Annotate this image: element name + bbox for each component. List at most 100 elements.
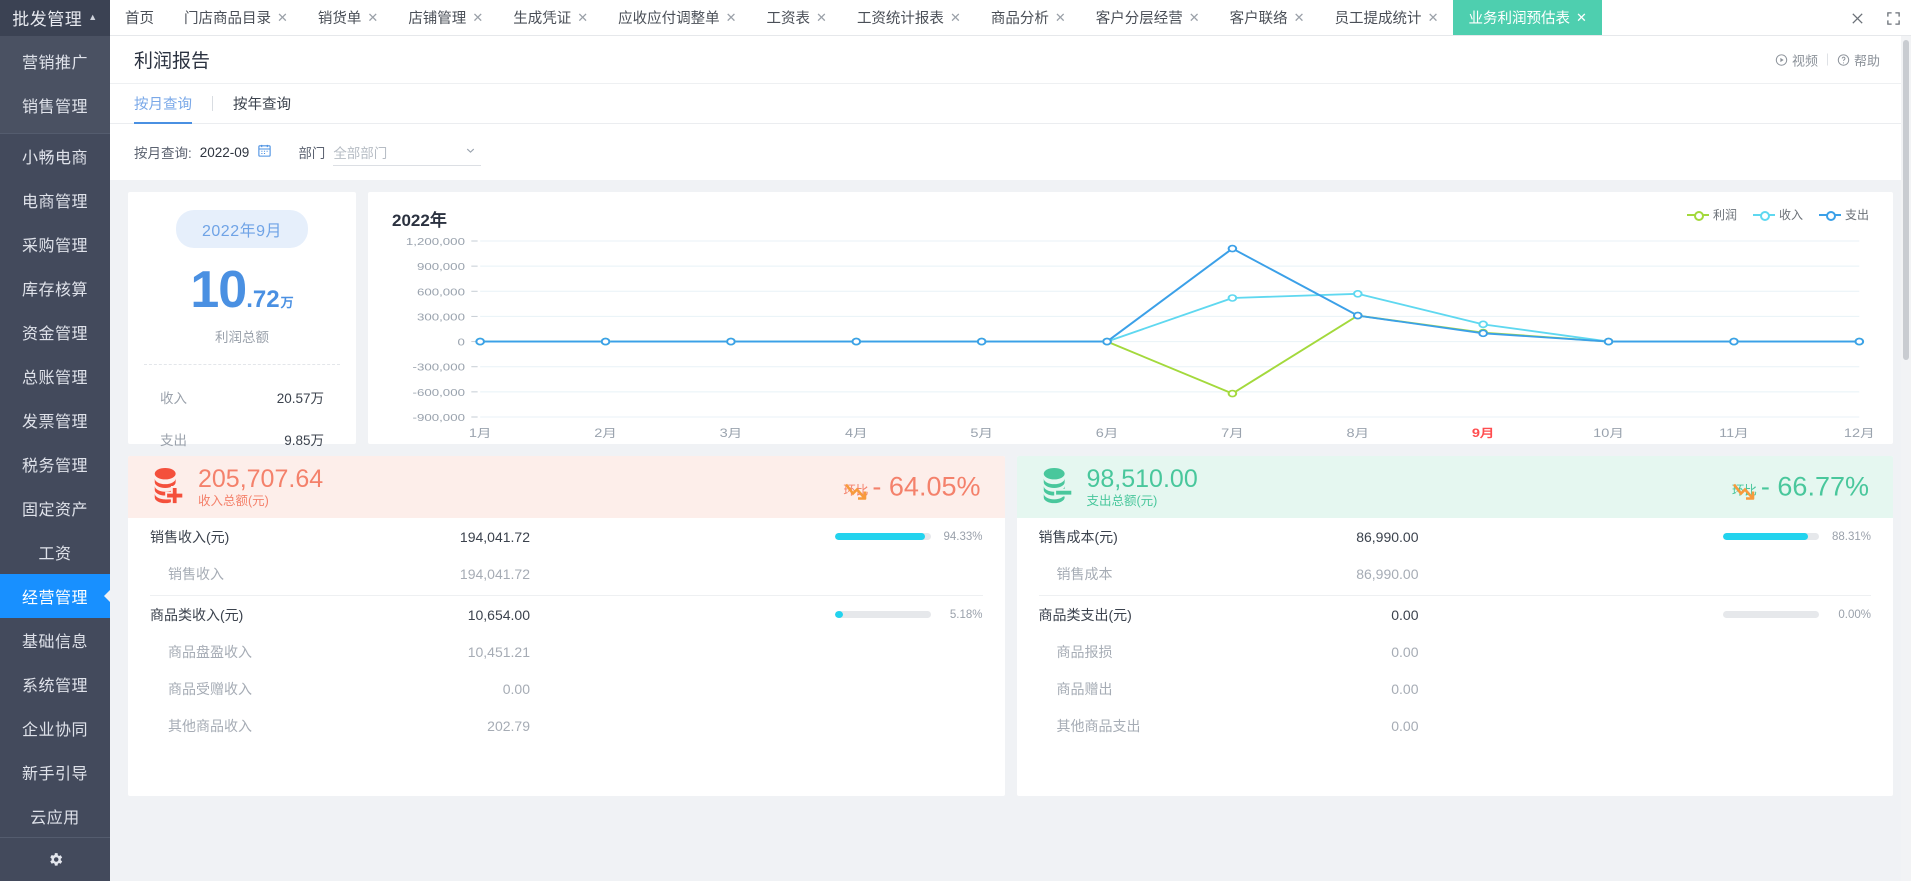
tab-11[interactable]: 员工提成统计 ✕ <box>1320 0 1454 35</box>
sidebar-header[interactable]: 批发管理 ▲ <box>0 0 110 36</box>
sidebar-item-1[interactable]: 电商管理 <box>0 178 110 222</box>
period-badge: 2022年9月 <box>176 210 308 248</box>
calendar-icon[interactable] <box>257 143 272 161</box>
sidebar-item-label: 固定资产 <box>21 501 88 519</box>
tab-7[interactable]: 工资统计报表 ✕ <box>842 0 976 35</box>
sidebar-item-label: 库存核算 <box>21 281 88 299</box>
sidebar-item-0[interactable]: 小畅电商 <box>0 134 110 178</box>
tab-label: 门店商品目录 <box>184 11 271 27</box>
legend-item-0[interactable]: 利润 <box>1686 206 1737 223</box>
tab-close-icon[interactable]: ✕ <box>277 9 288 25</box>
scrollbar-thumb[interactable] <box>1903 40 1909 360</box>
tab-label: 业务利润预估表 <box>1468 11 1570 27</box>
sidebar-item-10[interactable]: 经营管理 <box>0 573 110 618</box>
tab-0[interactable]: 首页 <box>110 0 169 35</box>
detail-row-value: 0.00 <box>1391 680 1419 697</box>
detail-row-value: 194,041.72 <box>459 528 530 545</box>
svg-text:3月: 3月 <box>720 426 743 439</box>
tab-12[interactable]: 业务利润预估表 ✕ <box>1453 0 1602 35</box>
svg-text:8月: 8月 <box>1346 426 1369 439</box>
detail-row-label: 商品受赠收入 <box>168 680 252 697</box>
tab-close-icon[interactable]: ✕ <box>1188 9 1200 25</box>
detail-row: 205,707.64 收入总额(元) 环比 - 64.05% 销售收入(元) 19… <box>128 456 1893 796</box>
sidebar-item-14[interactable]: 新手引导 <box>0 750 110 794</box>
detail-row-value: 0.00 <box>1391 717 1419 734</box>
svg-text:10月: 10月 <box>1593 426 1624 439</box>
tab-2[interactable]: 销货单 ✕ <box>303 0 393 35</box>
income-delta: 环比 - 64.05% <box>843 472 980 503</box>
sidebar-item-13[interactable]: 企业协同 <box>0 706 110 750</box>
tab-close-icon[interactable]: ✕ <box>1575 9 1587 25</box>
tab-close-icon[interactable]: ✕ <box>577 9 589 25</box>
legend-label: 支出 <box>1844 208 1869 222</box>
sidebar-item-6[interactable]: 发票管理 <box>0 398 110 442</box>
sidebar-item-11[interactable]: 基础信息 <box>0 618 110 662</box>
fullscreen-icon[interactable] <box>1875 0 1911 36</box>
tab-5[interactable]: 应收应付调整单 ✕ <box>603 0 751 35</box>
summary-row: 2022年9月 10 .72 万 利润总额 收入 20.57万 支出 9.85万 <box>128 192 1893 448</box>
expense-detail-card: 98,510.00 支出总额(元) 环比 - 66.77% 销售成本(元) 86,… <box>1016 456 1893 796</box>
svg-text:1,200,000: 1,200,000 <box>406 235 465 247</box>
sidebar-item-4[interactable]: 资金管理 <box>0 310 110 354</box>
sidebar-item-5[interactable]: 总账管理 <box>0 354 110 398</box>
sidebar-item-label: 电商管理 <box>21 193 88 211</box>
sidebar-item-12[interactable]: 系统管理 <box>0 662 110 706</box>
video-button[interactable]: 视频 <box>1766 50 1827 69</box>
sidebar-item-15[interactable]: 云应用 <box>0 794 110 837</box>
sidebar-item-2[interactable]: 采购管理 <box>0 222 110 266</box>
tab-monthly-query[interactable]: 按月查询 <box>134 84 206 124</box>
sidebar-item-marketing[interactable]: 营销推广 <box>0 39 110 83</box>
sidebar-item-label: 基础信息 <box>21 633 88 651</box>
dept-select-placeholder: 全部部门 <box>333 145 388 161</box>
legend-item-1[interactable]: 收入 <box>1752 206 1803 223</box>
svg-text:5月: 5月 <box>970 426 993 439</box>
tab-1[interactable]: 门店商品目录 ✕ <box>169 0 303 35</box>
progress-fill <box>834 533 926 540</box>
kpi-row-label: 支出 <box>160 433 187 448</box>
detail-row-progress: 88.31% <box>1419 531 1871 543</box>
sidebar-settings-button[interactable] <box>0 837 110 881</box>
query-mode-tabs: 按月查询 按年查询 <box>110 84 1911 124</box>
tab-9[interactable]: 客户分层经营 ✕ <box>1081 0 1215 35</box>
tab-close-icon[interactable]: ✕ <box>1293 9 1305 25</box>
sidebar-item-label: 发票管理 <box>21 413 88 431</box>
detail-row-label: 其他商品收入 <box>168 717 252 734</box>
detail-row-progress: 5.18% <box>530 609 983 621</box>
dept-filter: 部门 全部部门 <box>298 138 482 166</box>
tab-8[interactable]: 商品分析 ✕ <box>976 0 1081 35</box>
tab-close-icon[interactable]: ✕ <box>949 9 961 25</box>
vertical-scrollbar[interactable] <box>1901 36 1911 881</box>
sidebar-item-8[interactable]: 固定资产 <box>0 486 110 530</box>
dept-select[interactable]: 全部部门 <box>333 138 482 166</box>
chart-title: 2022年 <box>392 211 447 230</box>
sidebar-item-3[interactable]: 库存核算 <box>0 266 110 310</box>
sidebar-item-label: 系统管理 <box>21 677 88 695</box>
tab-4[interactable]: 生成凭证 ✕ <box>498 0 603 35</box>
tab-3[interactable]: 店铺管理 ✕ <box>393 0 498 35</box>
tab-close-icon[interactable]: ✕ <box>472 9 484 25</box>
month-filter[interactable]: 按月查询: 2022-09 <box>134 142 272 162</box>
svg-text:600,000: 600,000 <box>417 286 465 298</box>
progress-bar <box>1723 611 1819 618</box>
tab-close-icon[interactable]: ✕ <box>725 9 737 25</box>
main-area: 首页 门店商品目录 ✕ 销货单 ✕ 店铺管理 ✕ 生成凭证 ✕ 应收应付调整单 ✕ 工资表 ✕ 工资统计报… <box>110 0 1911 881</box>
close-icon[interactable] <box>1839 0 1875 36</box>
tab-10[interactable]: 客户联络 ✕ <box>1215 0 1320 35</box>
tab-close-icon[interactable]: ✕ <box>1427 9 1439 25</box>
svg-text:2月: 2月 <box>594 426 617 439</box>
tab-label: 店铺管理 <box>408 11 467 27</box>
tab-close-icon[interactable]: ✕ <box>1054 9 1066 25</box>
tab-6[interactable]: 工资表 ✕ <box>752 0 842 35</box>
kpi-row-expense: 支出 9.85万 <box>144 429 340 449</box>
tab-close-icon[interactable]: ✕ <box>816 9 827 25</box>
help-button[interactable]: 帮助 <box>1828 50 1889 69</box>
sidebar-item-label: 企业协同 <box>21 721 88 739</box>
sidebar-item-7[interactable]: 税务管理 <box>0 442 110 486</box>
tab-yearly-query[interactable]: 按年查询 <box>219 84 305 124</box>
sidebar-item-9[interactable]: 工资 <box>0 530 110 574</box>
sidebar-item-sales[interactable]: 销售管理 <box>0 83 110 127</box>
tab-close-icon[interactable]: ✕ <box>367 9 379 25</box>
legend-item-2[interactable]: 支出 <box>1818 206 1869 223</box>
divider <box>144 364 340 365</box>
tab-label: 首页 <box>125 11 154 27</box>
